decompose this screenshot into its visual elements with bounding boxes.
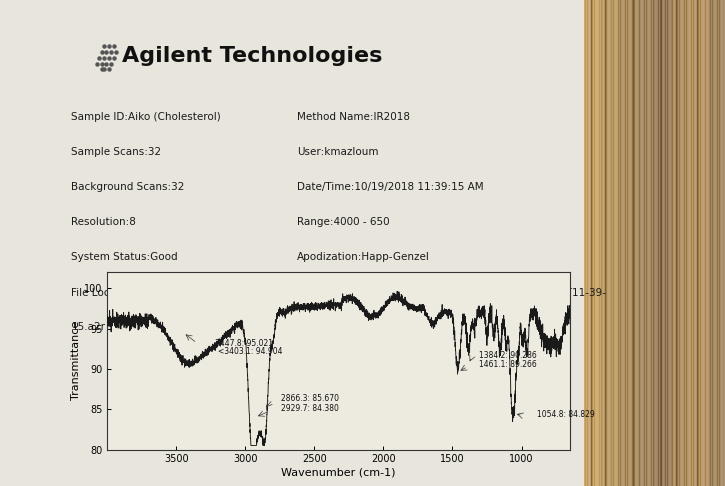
Text: <3403.1: 94.904: <3403.1: 94.904 — [218, 347, 282, 356]
Text: 15.a2r: 15.a2r — [71, 322, 105, 332]
Text: File Location:C:\Program Files (x86)\Agilent\MicroLab PC\Results\Aiko (Cholester: File Location:C:\Program Files (x86)\Agi… — [71, 287, 606, 297]
Text: 1461.1: 89.266: 1461.1: 89.266 — [478, 360, 536, 369]
Text: 2929.7: 84.380: 2929.7: 84.380 — [281, 404, 339, 413]
Text: 1384.2: 90.286: 1384.2: 90.286 — [478, 351, 536, 361]
Text: 1054.8: 84.829: 1054.8: 84.829 — [536, 410, 594, 419]
Y-axis label: Transmittance: Transmittance — [71, 321, 81, 400]
Text: Agilent Technologies: Agilent Technologies — [122, 46, 382, 66]
X-axis label: Wavenumber (cm-1): Wavenumber (cm-1) — [281, 467, 396, 477]
Text: Date/Time:10/19/2018 11:39:15 AM: Date/Time:10/19/2018 11:39:15 AM — [297, 182, 484, 192]
Text: Method Name:IR2018: Method Name:IR2018 — [297, 112, 410, 122]
Text: 3447.8: 95.021: 3447.8: 95.021 — [215, 339, 273, 348]
Text: User:kmazloum: User:kmazloum — [297, 147, 378, 157]
Text: Sample ID:Aiko (Cholesterol): Sample ID:Aiko (Cholesterol) — [71, 112, 221, 122]
Text: Resolution:8: Resolution:8 — [71, 217, 136, 227]
Text: 2866.3: 85.670: 2866.3: 85.670 — [281, 394, 339, 403]
Text: Background Scans:32: Background Scans:32 — [71, 182, 185, 192]
Text: Sample Scans:32: Sample Scans:32 — [71, 147, 162, 157]
Text: Range:4000 - 650: Range:4000 - 650 — [297, 217, 390, 227]
Text: System Status:Good: System Status:Good — [71, 252, 178, 262]
Text: Apodization:Happ-Genzel: Apodization:Happ-Genzel — [297, 252, 430, 262]
